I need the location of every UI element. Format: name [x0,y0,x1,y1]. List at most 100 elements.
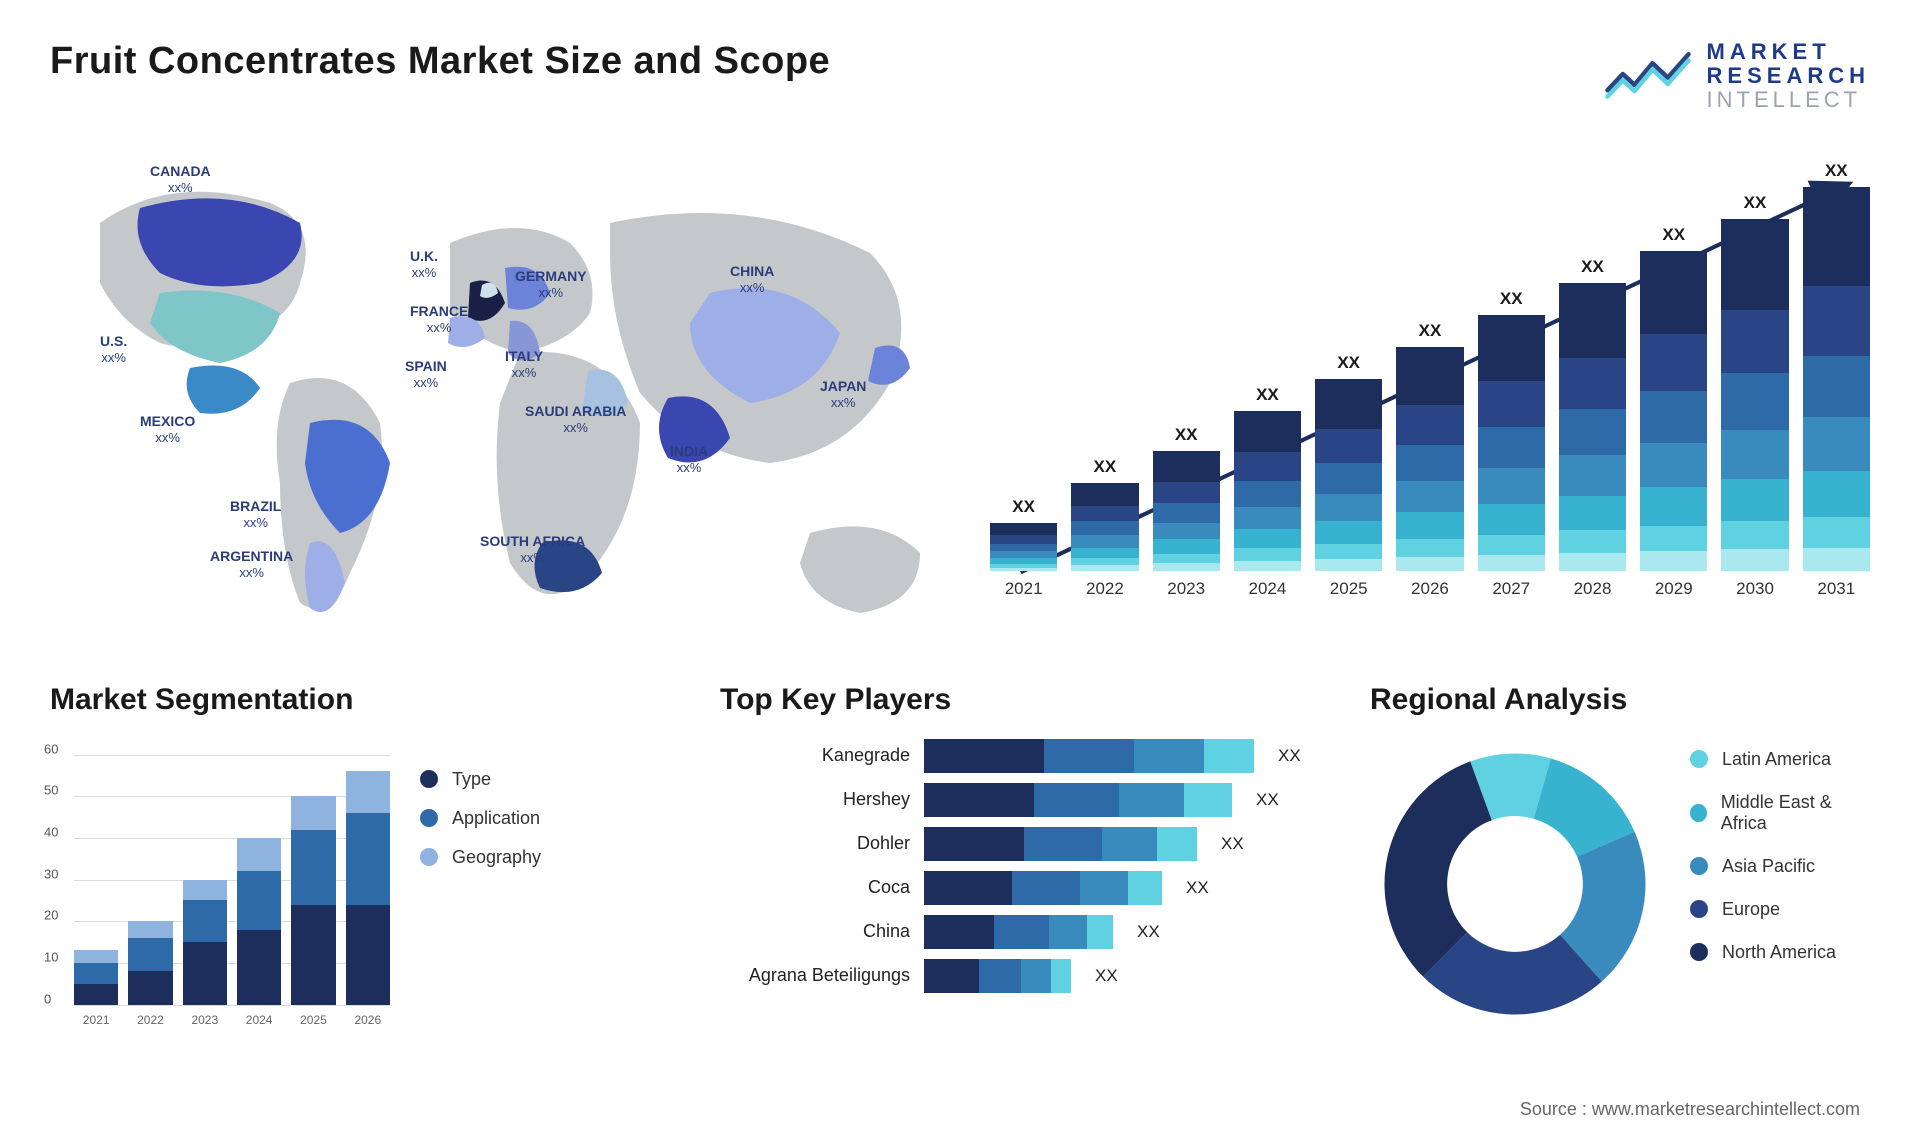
seg-segment [128,971,172,1004]
growth-segment [1478,504,1545,535]
growth-segment [1721,521,1788,549]
growth-segment [1478,555,1545,570]
player-segment [1021,959,1051,993]
growth-segment [1315,521,1382,544]
growth-bar-value: XX [1071,457,1138,505]
key-players-panel: Top Key Players KanegradeXXHersheyXXDohl… [720,683,1320,1029]
seg-segment [74,963,118,984]
growth-segment [1559,496,1626,531]
growth-segment [1803,471,1870,517]
player-segment [924,959,979,993]
seg-bars: 202120222023202420252026 [74,755,390,1005]
top-row: CANADAxx%U.S.xx%MEXICOxx%BRAZILxx%ARGENT… [50,153,1870,653]
seg-bar-year: 2025 [300,1013,327,1027]
growth-segment [1234,481,1301,507]
growth-segment [1396,557,1463,570]
logo-mark-icon [1603,44,1693,109]
growth-bar-2030: XX2030 [1721,219,1788,599]
growth-bar-year: 2030 [1736,579,1774,599]
growth-bar-2026: XX2026 [1396,347,1463,599]
map-label-spain: SPAINxx% [405,358,447,391]
player-segment [924,783,1034,817]
growth-segment [1559,358,1626,410]
growth-segment [1396,512,1463,539]
player-value: XX [1095,966,1118,986]
growth-bar-value: XX [1478,289,1545,337]
growth-bar-2023: XX2023 [1153,451,1220,599]
growth-segment [1721,549,1788,570]
player-segment [1184,783,1232,817]
growth-bar-value: XX [1803,161,1870,209]
seg-segment [237,838,281,871]
legend-label: Application [452,808,540,829]
seg-ytick: 40 [44,824,58,839]
player-segment [1024,827,1102,861]
map-label-south-africa: SOUTH AFRICAxx% [480,533,585,566]
player-row: DohlerXX [720,827,1320,861]
seg-ytick: 0 [44,991,51,1006]
growth-bar-value: XX [1153,425,1220,473]
growth-segment [1803,548,1870,571]
player-value: XX [1256,790,1279,810]
logo-line3: INTELLECT [1707,88,1870,112]
growth-segment [990,544,1057,552]
growth-segment [1559,409,1626,455]
growth-segment [1071,521,1138,535]
header: Fruit Concentrates Market Size and Scope… [50,40,1870,113]
regional-legend-item: Latin America [1690,749,1870,770]
growth-bar-value: XX [1640,225,1707,273]
seg-segment [183,880,227,901]
seg-ytick: 50 [44,783,58,798]
growth-bar-value: XX [1315,353,1382,401]
growth-segment [1396,405,1463,445]
brand-logo: MARKET RESEARCH INTELLECT [1603,40,1870,113]
player-segment [924,739,1044,773]
regional-panel: Regional Analysis Latin AmericaMiddle Ea… [1370,683,1870,1029]
map-label-japan: JAPANxx% [820,378,866,411]
growth-chart-panel: XX2021XX2022XX2023XX2024XX2025XX2026XX20… [990,153,1870,653]
player-row: Hershey XX [720,783,1320,817]
player-segment [1134,739,1204,773]
map-label-canada: CANADAxx% [150,163,211,196]
growth-segment [1640,334,1707,392]
seg-bar-2024: 2024 [237,838,281,1005]
growth-segment [1234,561,1301,571]
seg-ytick: 10 [44,949,58,964]
growth-bar-year: 2028 [1574,579,1612,599]
map-label-brazil: BRAZILxx% [230,498,281,531]
player-bar [924,827,1197,861]
growth-bars: XX2021XX2022XX2023XX2024XX2025XX2026XX20… [990,199,1870,599]
map-label-china: CHINAxx% [730,263,774,296]
legend-dot-icon [420,770,438,788]
seg-segment [74,984,118,1005]
map-label-italy: ITALYxx% [505,348,543,381]
growth-segment [1234,529,1301,548]
growth-segment [1559,553,1626,570]
key-players-title: Top Key Players [720,683,1320,717]
player-segment [1051,959,1071,993]
growth-segment [1315,494,1382,521]
logo-line1: MARKET [1707,40,1870,64]
growth-bar-2031: XX2031 [1803,187,1870,599]
map-label-mexico: MEXICOxx% [140,413,195,446]
seg-segment [291,905,335,1005]
legend-dot-icon [1690,857,1708,875]
legend-dot-icon [1690,900,1708,918]
player-row: ChinaXX [720,915,1320,949]
map-label-argentina: ARGENTINAxx% [210,548,293,581]
legend-dot-icon [420,848,438,866]
seg-segment [291,796,335,829]
growth-segment [1396,445,1463,481]
legend-dot-icon [1690,750,1708,768]
growth-segment [1071,548,1138,559]
segmentation-title: Market Segmentation [50,683,670,717]
growth-segment [1153,563,1220,570]
growth-segment [990,551,1057,558]
growth-bar-2025: XX2025 [1315,379,1382,599]
growth-segment [1478,535,1545,555]
player-value: XX [1221,834,1244,854]
player-name: Hershey [720,789,910,810]
growth-bar-year: 2027 [1492,579,1530,599]
seg-segment [346,771,390,813]
growth-bar-value: XX [1559,257,1626,305]
